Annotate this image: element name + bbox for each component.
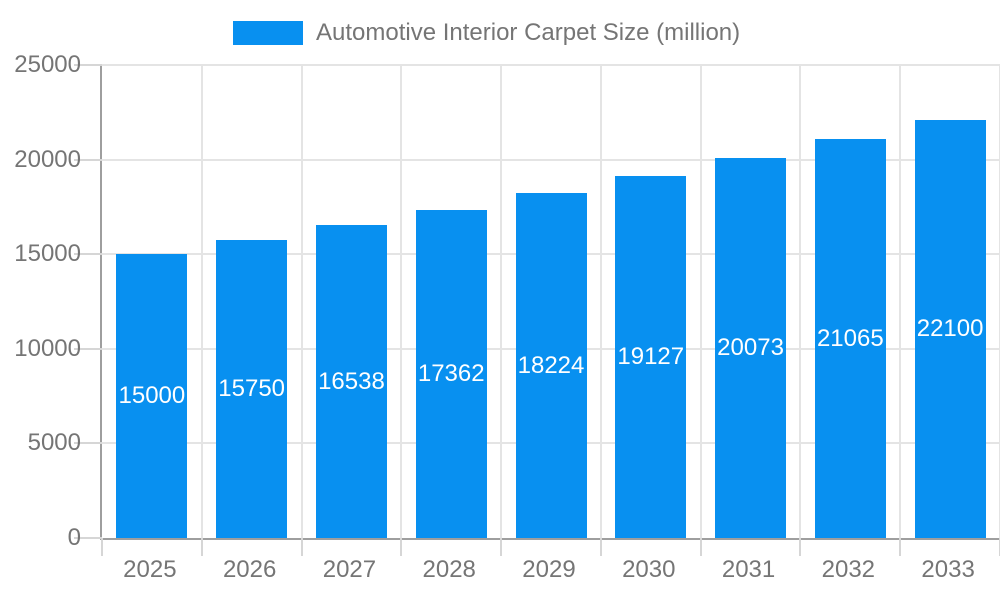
- vertical-gridline: [500, 65, 503, 538]
- y-axis-tick-label: 25000: [14, 51, 81, 78]
- bar-value-label: 17362: [417, 359, 485, 387]
- x-axis-tick: [500, 538, 503, 556]
- bar[interactable]: 17362: [415, 209, 487, 538]
- legend-label: Automotive Interior Carpet Size (million…: [316, 19, 741, 46]
- x-axis-tick: [101, 538, 103, 556]
- bar-value-label: 19127: [617, 343, 685, 371]
- y-axis-tick-label: 0: [67, 524, 81, 551]
- vertical-gridline: [699, 65, 702, 538]
- bar-value-label: 20073: [717, 334, 784, 362]
- x-axis-tick-label: 2031: [721, 556, 776, 583]
- x-axis-tick-label: 2028: [422, 556, 476, 583]
- y-axis-tick-label: 15000: [14, 240, 81, 268]
- x-axis-tick-label: 2029: [522, 556, 576, 583]
- bar[interactable]: 16538: [315, 225, 387, 538]
- y-axis-tick: [74, 347, 102, 350]
- y-axis-tick: [74, 253, 102, 256]
- bar-value-label: 15750: [218, 375, 286, 402]
- x-axis-tick: [699, 538, 702, 556]
- x-axis-tick: [799, 538, 802, 556]
- bar[interactable]: 15000: [116, 254, 188, 538]
- plot-area: 15000 15750 16538 17362 18224 19127 20073 21065…: [74, 64, 1000, 556]
- y-axis-tick: [74, 537, 102, 539]
- horizontal-gridline: [102, 64, 1000, 66]
- x-axis-tick-label: 2033: [921, 556, 975, 583]
- vertical-gridline: [899, 65, 902, 538]
- bar[interactable]: 22100: [914, 119, 986, 538]
- x-axis-tick-label: 2025: [123, 556, 177, 583]
- x-axis-tick: [300, 538, 303, 556]
- y-axis-tick-label: 20000: [14, 145, 81, 173]
- vertical-gridline: [599, 65, 602, 538]
- vertical-gridline: [799, 65, 802, 538]
- x-axis-tick-label: 2026: [222, 556, 277, 583]
- x-axis-tick: [599, 538, 602, 556]
- y-axis-tick-label: 5000: [27, 429, 81, 457]
- vertical-gridline: [200, 65, 203, 538]
- bar-value-label: 16538: [318, 367, 385, 395]
- x-axis-tick: [200, 538, 203, 556]
- y-axis-tick-label: 10000: [14, 334, 81, 362]
- bar[interactable]: 15750: [216, 240, 288, 538]
- bar-value-label: 18224: [517, 351, 585, 379]
- bar-value-label: 22100: [916, 314, 984, 342]
- horizontal-gridline: [102, 158, 1000, 161]
- x-axis-tick-label: 2032: [821, 556, 876, 583]
- bar[interactable]: 20073: [715, 158, 787, 538]
- bar-value-label: 15000: [118, 382, 186, 410]
- legend-item[interactable]: Automotive Interior Carpet Size (million…: [233, 19, 740, 47]
- bar-value-label: 21065: [816, 324, 884, 352]
- x-axis-tick: [899, 538, 902, 556]
- bar[interactable]: 18224: [515, 193, 587, 538]
- x-axis-tick-label: 2030: [622, 556, 676, 583]
- vertical-gridline: [400, 65, 403, 538]
- y-axis-tick: [74, 64, 102, 66]
- bar[interactable]: 19127: [615, 176, 687, 538]
- legend-swatch: [233, 21, 303, 45]
- y-axis-tick: [74, 158, 102, 161]
- x-axis-tick-label: 2027: [322, 556, 377, 583]
- vertical-gridline: [300, 65, 303, 538]
- bar[interactable]: 21065: [814, 139, 886, 538]
- x-axis-tick: [400, 538, 403, 556]
- y-axis-tick: [74, 442, 102, 445]
